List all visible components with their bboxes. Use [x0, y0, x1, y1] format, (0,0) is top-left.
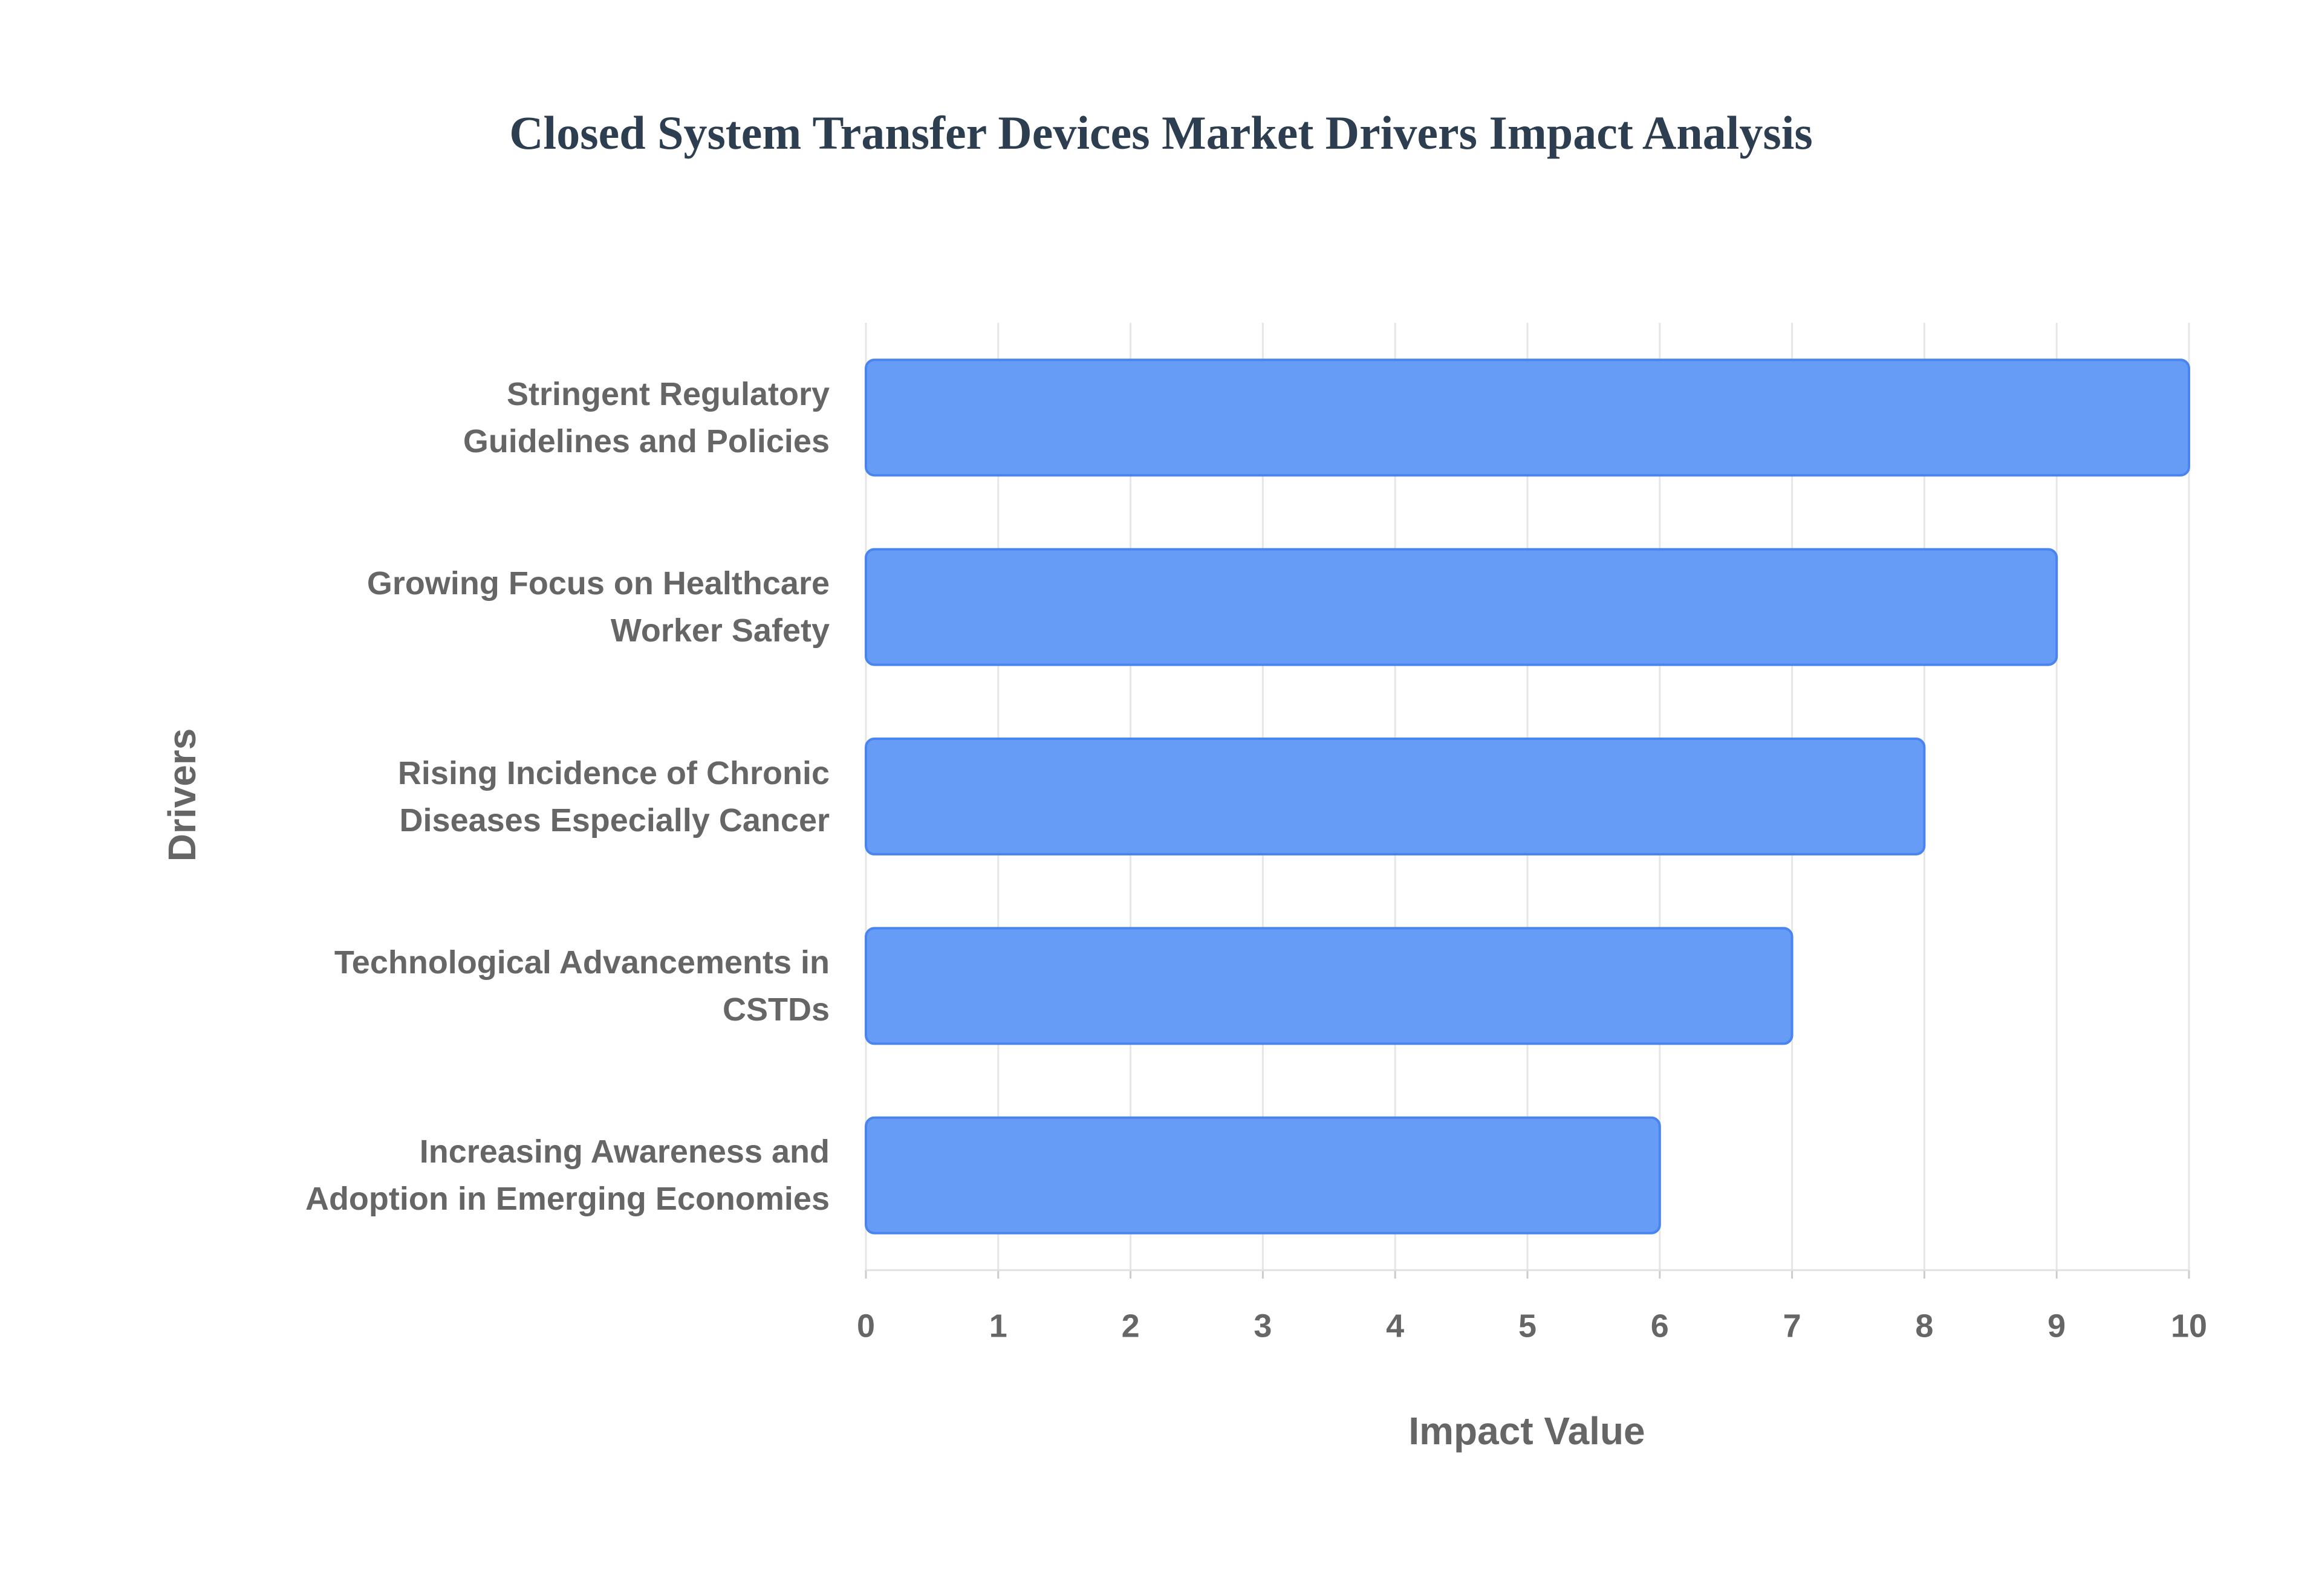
bar — [865, 927, 1794, 1045]
x-tick-label: 3 — [1254, 1308, 1272, 1344]
x-tick-label: 10 — [2171, 1308, 2207, 1344]
chart-title: Closed System Transfer Devices Market Dr… — [509, 106, 1813, 159]
x-tick-label: 4 — [1386, 1308, 1404, 1344]
x-axis-title: Impact Value — [1408, 1409, 1645, 1453]
y-axis-title: Drivers — [160, 728, 204, 862]
x-tick-label: 6 — [1651, 1308, 1669, 1344]
y-tick-label: Increasing Awareness and Adoption in Eme… — [305, 1134, 830, 1218]
bar — [865, 548, 2058, 666]
y-tick-label: Stringent Regulatory Guidelines and Poli… — [463, 375, 830, 459]
bar — [865, 1116, 1661, 1234]
x-tick-label: 0 — [857, 1308, 875, 1344]
x-tick-label: 9 — [2047, 1308, 2066, 1344]
x-tick-label: 1 — [989, 1308, 1007, 1344]
y-tick-label: Technological Advancements in CSTDs — [334, 944, 830, 1028]
bar — [865, 358, 2190, 477]
y-tick-label: Growing Focus on Healthcare Worker Safet… — [366, 565, 830, 649]
x-tick-label: 7 — [1783, 1308, 1801, 1344]
x-tick-label: 8 — [1915, 1308, 1933, 1344]
x-tick-label: 5 — [1518, 1308, 1537, 1344]
y-tick-label: Rising Incidence of Chronic Diseases Esp… — [397, 754, 830, 839]
x-tick-label: 2 — [1122, 1308, 1140, 1344]
bar — [865, 738, 1926, 855]
